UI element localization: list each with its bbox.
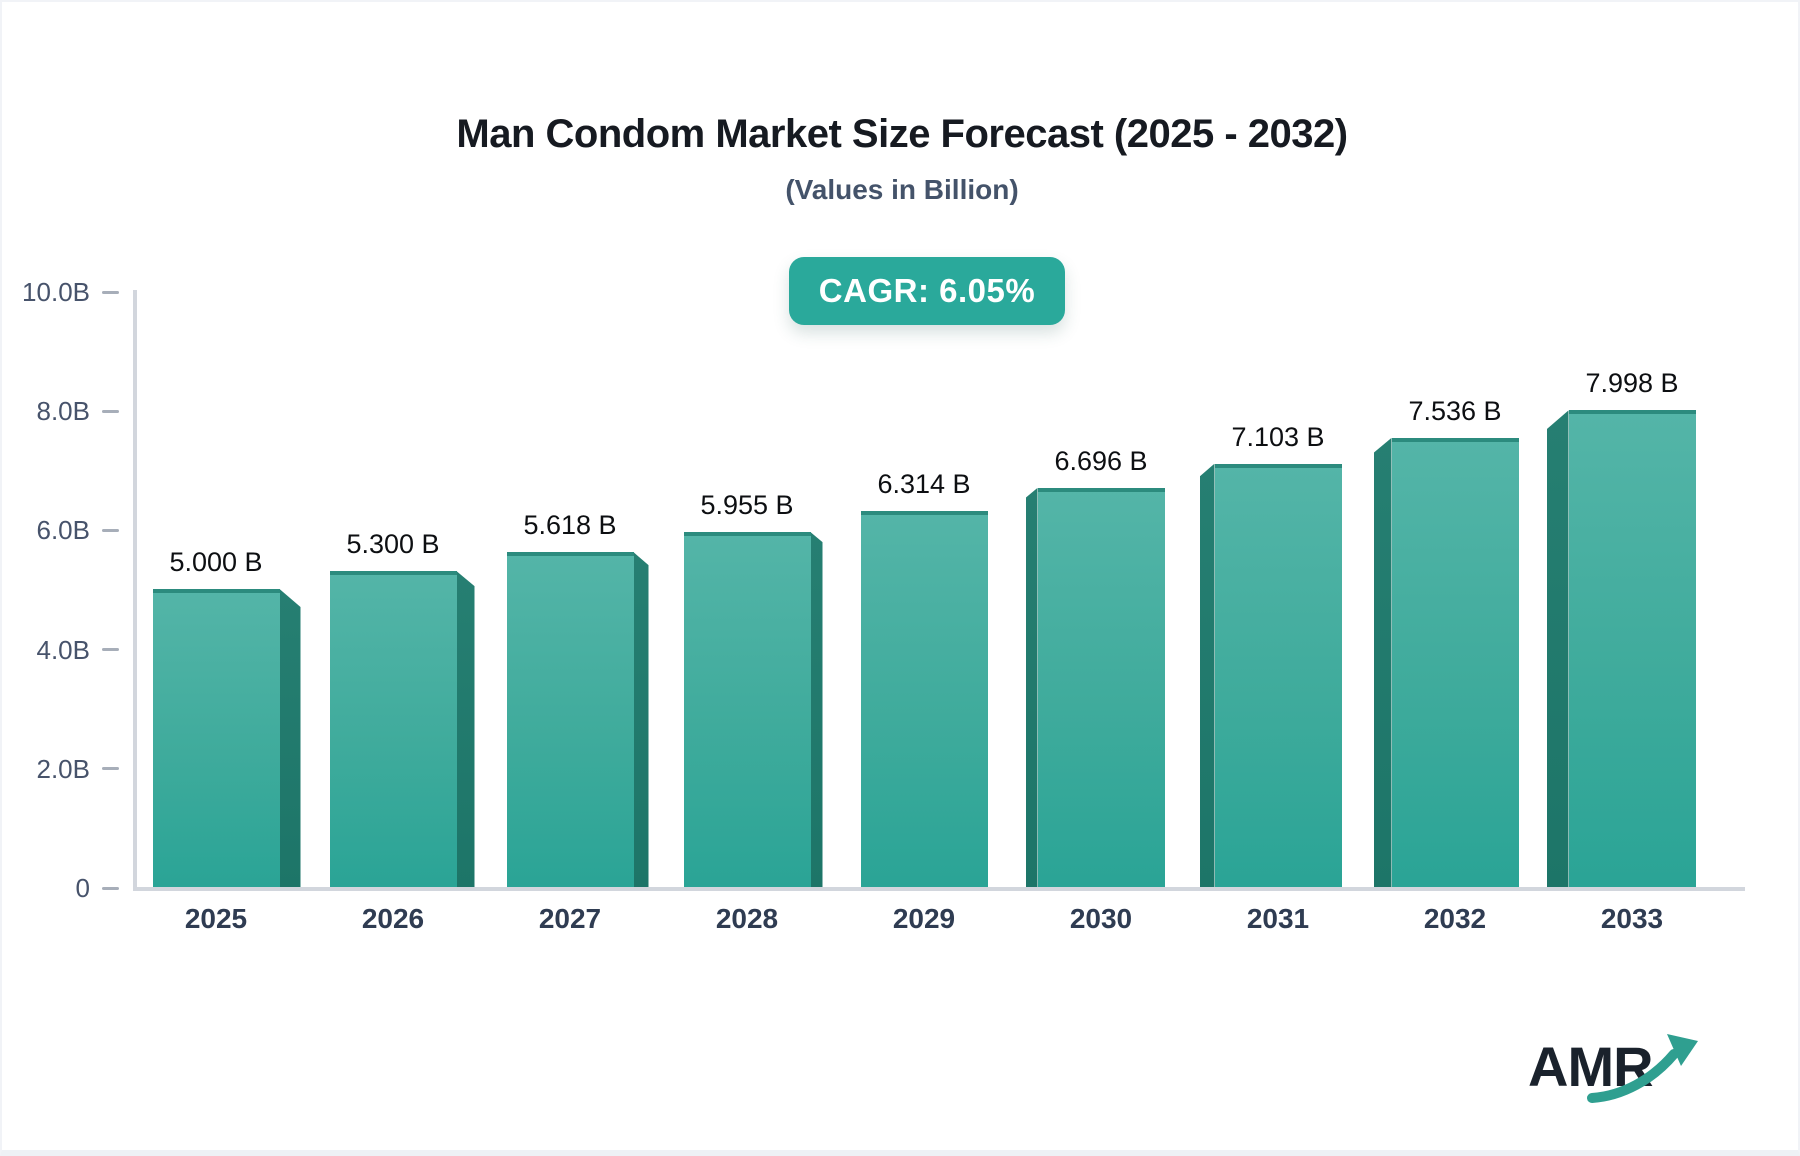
y-tick-dash — [102, 409, 119, 413]
amr-logo: AMR — [1528, 1034, 1698, 1103]
bar-value-label: 6.696 B — [1054, 445, 1148, 476]
bar — [1391, 437, 1519, 887]
bar-value-label: 5.955 B — [700, 490, 794, 521]
bar-top-bevel — [683, 532, 811, 537]
bar — [506, 552, 634, 887]
cagr-badge: CAGR: 6.05% — [789, 257, 1065, 325]
bar-top-bevel — [1037, 487, 1165, 492]
x-axis-label: 2028 — [715, 903, 779, 934]
bar-side-face — [279, 589, 301, 887]
bar-side-face — [810, 532, 823, 887]
bar-top-bevel — [152, 589, 280, 593]
x-axis-label: 2027 — [538, 903, 602, 934]
bar-top-bevel — [329, 571, 457, 576]
y-tick-dash — [102, 648, 119, 652]
y-tick-label: 8.0B — [36, 396, 91, 427]
bar-value-label: 7.536 B — [1408, 395, 1502, 426]
bar — [1037, 487, 1165, 887]
bar-side-face — [1546, 410, 1569, 887]
bar-value-label: 5.300 B — [346, 529, 440, 560]
x-axis-label: 2033 — [1600, 903, 1664, 934]
y-axis-line — [133, 290, 137, 891]
bar-top-bevel — [1391, 437, 1519, 442]
bar-side-face — [456, 571, 475, 887]
bar — [860, 510, 988, 887]
bar — [683, 532, 811, 887]
y-tick-label: 0 — [75, 873, 90, 903]
y-tick-label: 6.0B — [36, 515, 91, 546]
y-tick-dash — [102, 290, 119, 294]
bar — [1214, 463, 1342, 887]
y-tick-dash — [102, 528, 119, 532]
x-axis-label: 2026 — [361, 903, 425, 934]
logo-arrow-icon — [1587, 1034, 1698, 1103]
page-title: Man Condom Market Size Forecast (2025 - … — [456, 112, 1348, 156]
y-tick-label: 2.0B — [36, 753, 91, 784]
bar — [152, 589, 280, 887]
bar-value-label: 7.103 B — [1231, 421, 1325, 452]
bar — [1568, 410, 1696, 887]
bar-side-face — [633, 552, 649, 887]
bar-top-bevel — [1214, 463, 1342, 468]
bar-top-bevel — [506, 552, 634, 557]
y-tick-dash — [102, 767, 119, 771]
x-axis-label: 2030 — [1069, 903, 1133, 934]
y-tick-label: 4.0B — [36, 634, 91, 665]
x-axis-line — [133, 887, 1745, 891]
bar-value-label: 5.618 B — [523, 510, 617, 541]
bar-top-bevel — [1568, 410, 1696, 415]
bar-value-label: 5.000 B — [169, 547, 263, 577]
bar-top-bevel — [860, 510, 988, 515]
bar-side-face — [1199, 463, 1215, 887]
x-axis-label: 2031 — [1246, 903, 1310, 934]
bar-side-face — [1025, 487, 1038, 887]
bar-value-label: 7.998 B — [1585, 368, 1679, 399]
bar-side-face — [1373, 437, 1392, 887]
y-tick-label: 10.0B — [22, 277, 90, 307]
x-axis-label: 2025 — [184, 903, 248, 934]
x-axis-label: 2032 — [1423, 903, 1487, 934]
bar-value-label: 6.314 B — [877, 468, 971, 499]
bar — [329, 571, 457, 887]
x-axis-label: 2029 — [892, 903, 956, 934]
y-tick-dash — [102, 886, 119, 890]
page-subtitle: (Values in Billion) — [785, 174, 1019, 205]
